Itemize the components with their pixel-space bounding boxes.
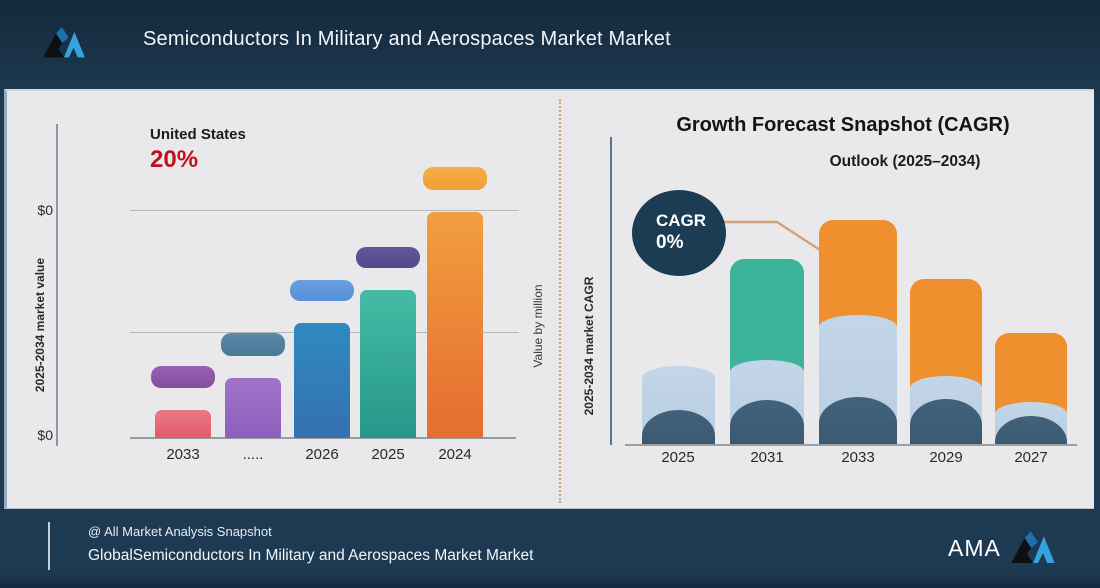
left-value-axis-label: Value by million: [531, 284, 545, 368]
bar-.....: [225, 378, 281, 438]
bar-2024: [427, 212, 483, 438]
right-chart-title: Growth Forecast Snapshot (CAGR): [676, 114, 1010, 136]
x-tick-2024: 2024: [438, 446, 472, 463]
float-segment-2026: [290, 280, 354, 301]
stack-base-2031: [730, 400, 804, 444]
x-tick-2026: 2026: [305, 446, 339, 463]
float-segment-.....: [221, 333, 285, 356]
right-y-axis-label: 2025-2034 market CAGR: [582, 276, 596, 416]
left-chart-highlight-value: 20%: [150, 146, 199, 173]
bar-2026: [294, 323, 350, 438]
y-tick-top: $0: [37, 202, 53, 218]
panel-divider: [559, 99, 561, 503]
content-panel: United States 20% 2025-2034 market value…: [4, 89, 1094, 509]
x-tick-2027: 2027: [1014, 449, 1048, 466]
float-segment-2033: [151, 366, 215, 388]
ama-logo-icon: [43, 27, 85, 58]
left-chart-title: United States: [150, 126, 246, 143]
footer-divider-line: [48, 522, 50, 570]
x-tick-2033: 2033: [841, 449, 875, 466]
stack-base-2025: [641, 410, 715, 444]
x-tick-2025: 2025: [661, 449, 695, 466]
page-title: Semiconductors In Military and Aerospace…: [143, 28, 671, 50]
left-y-axis-label: 2025-2034 market value: [33, 257, 47, 393]
cagr-badge: CAGR 0%: [632, 190, 726, 276]
footer: @ All Market Analysis Snapshot GlobalSem…: [0, 509, 1100, 588]
footer-brand-text: AMA: [948, 535, 1001, 561]
x-tick-2029: 2029: [929, 449, 963, 466]
float-segment-2025: [356, 247, 420, 268]
stack-base-2033: [819, 397, 897, 444]
right-chart-subtitle: Outlook (2025–2034): [829, 153, 981, 170]
cagr-badge-value: 0%: [656, 231, 684, 253]
bar-2033: [155, 410, 211, 438]
bar-2025: [360, 290, 416, 438]
left-y-axis-line: [56, 124, 58, 446]
x-tick-.....: .....: [242, 446, 264, 463]
right-x-axis-line: [625, 444, 1077, 446]
x-tick-2025: 2025: [371, 446, 405, 463]
right-y-axis-line: [610, 137, 612, 445]
float-segment-2024: [423, 167, 487, 190]
ama-logo-footer-icon: [1011, 531, 1055, 563]
header: Semiconductors In Military and Aerospace…: [0, 0, 1100, 89]
cagr-badge-label: CAGR: [656, 211, 707, 231]
y-tick-bottom: $0: [37, 427, 53, 443]
stack-base-2029: [910, 399, 982, 444]
footer-caption: GlobalSemiconductors In Military and Aer…: [88, 547, 534, 564]
x-tick-2031: 2031: [750, 449, 784, 466]
x-tick-2033: 2033: [166, 446, 200, 463]
gridline-upper: [130, 210, 519, 211]
footer-credit: @ All Market Analysis Snapshot: [88, 524, 272, 539]
